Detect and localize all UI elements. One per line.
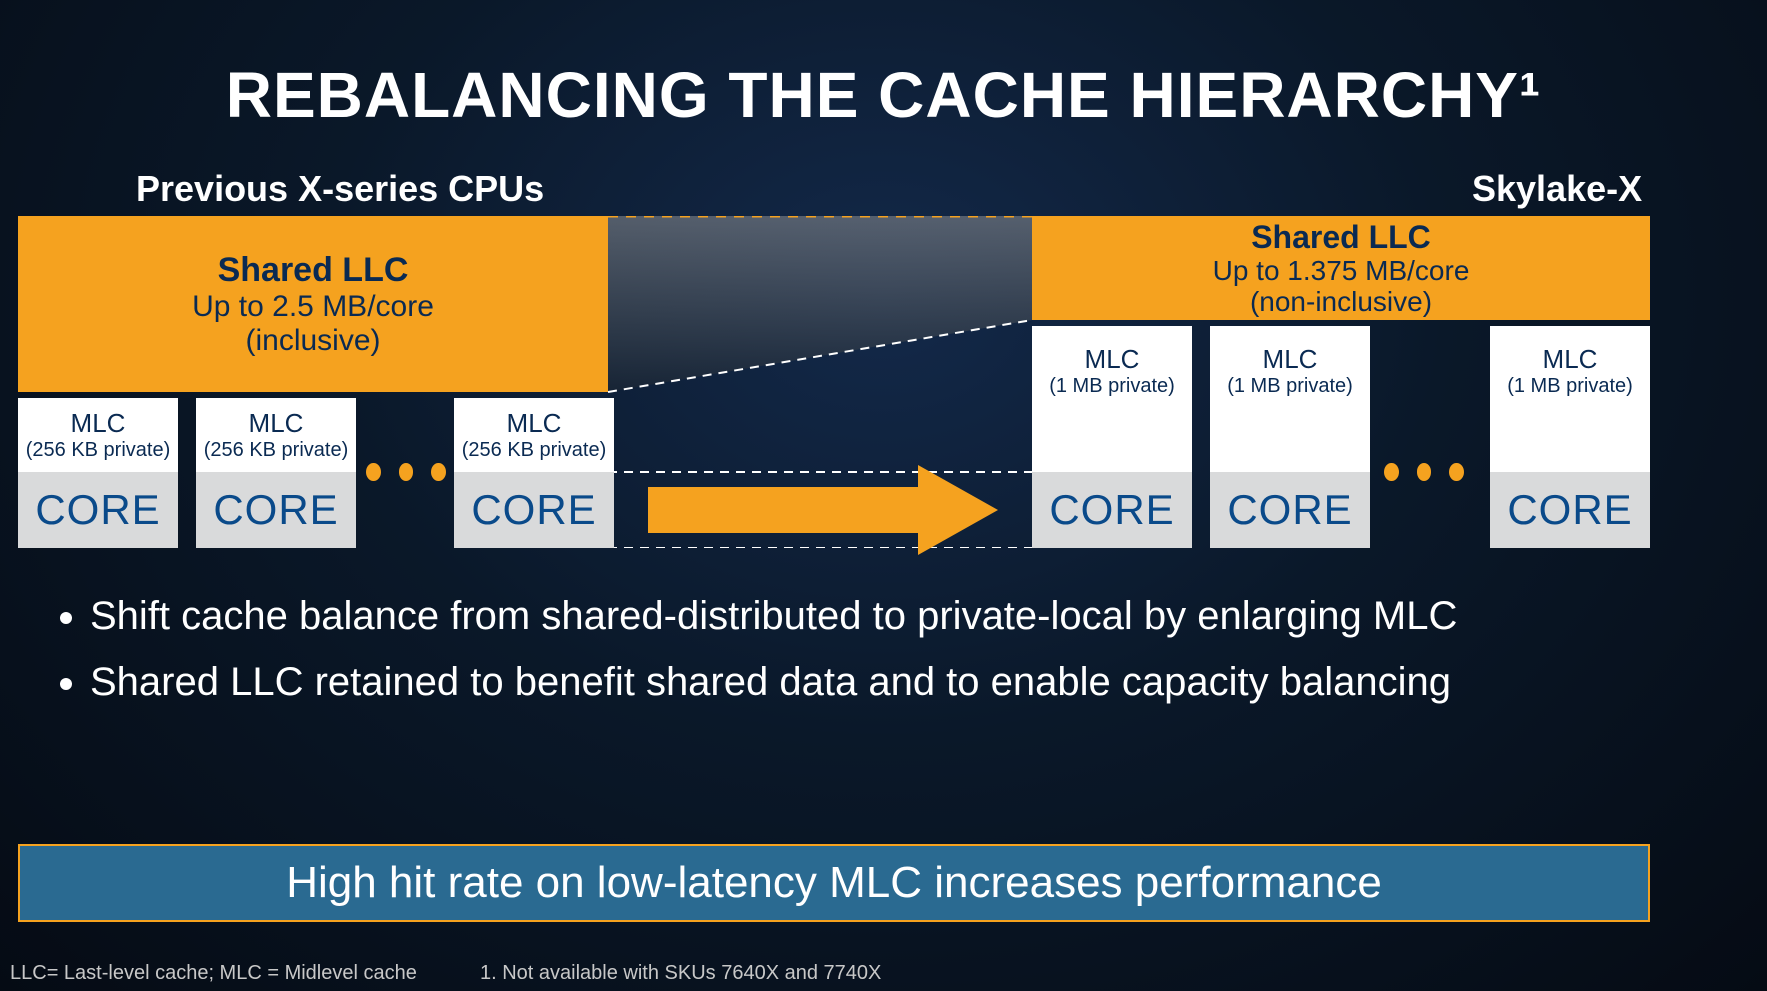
right-mlc-2: MLC (1 MB private)	[1210, 326, 1370, 472]
right-ellipsis-dots	[1384, 462, 1464, 482]
right-llc-line2: (non-inclusive)	[1250, 287, 1432, 318]
right-core-1-text: CORE	[1049, 486, 1174, 534]
dot-icon	[1384, 463, 1399, 481]
right-core-3-text: CORE	[1507, 486, 1632, 534]
dot-icon	[1449, 463, 1464, 481]
left-section-label: Previous X-series CPUs	[136, 168, 544, 210]
left-mlc-2-sub: (256 KB private)	[204, 439, 349, 462]
dot-icon	[431, 463, 446, 481]
right-core-3: CORE	[1490, 472, 1650, 548]
dot-icon	[366, 463, 381, 481]
right-mlc-2-sub: (1 MB private)	[1227, 375, 1353, 398]
callout-text: High hit rate on low-latency MLC increas…	[286, 858, 1382, 908]
dot-icon	[399, 463, 414, 481]
bullet-list: Shift cache balance from shared-distribu…	[80, 590, 1660, 722]
callout-box: High hit rate on low-latency MLC increas…	[18, 844, 1650, 922]
left-llc-title: Shared LLC	[218, 251, 409, 290]
left-core-1-text: CORE	[35, 486, 160, 534]
left-llc-line2: (inclusive)	[245, 324, 380, 358]
right-mlc-2-title: MLC	[1263, 344, 1318, 375]
left-core-2: CORE	[196, 472, 356, 548]
right-core-2-text: CORE	[1227, 486, 1352, 534]
right-mlc-3-title: MLC	[1543, 344, 1598, 375]
left-mlc-1: MLC (256 KB private)	[18, 398, 178, 472]
left-mlc-1-sub: (256 KB private)	[26, 439, 171, 462]
left-llc-box: Shared LLC Up to 2.5 MB/core (inclusive)	[18, 216, 608, 392]
right-mlc-1: MLC (1 MB private)	[1032, 326, 1192, 472]
left-core-3: CORE	[454, 472, 614, 548]
transition-arrow-icon	[648, 460, 998, 560]
left-llc-line1: Up to 2.5 MB/core	[192, 290, 434, 324]
right-mlc-3: MLC (1 MB private)	[1490, 326, 1650, 472]
left-core-3-text: CORE	[471, 486, 596, 534]
right-mlc-1-sub: (1 MB private)	[1049, 375, 1175, 398]
bullet-item-1: Shift cache balance from shared-distribu…	[90, 590, 1660, 642]
right-core-2: CORE	[1210, 472, 1370, 548]
left-mlc-3-sub: (256 KB private)	[462, 439, 607, 462]
right-core-1: CORE	[1032, 472, 1192, 548]
left-mlc-3: MLC (256 KB private)	[454, 398, 614, 472]
right-llc-line1: Up to 1.375 MB/core	[1213, 256, 1470, 287]
right-mlc-1-title: MLC	[1085, 344, 1140, 375]
left-ellipsis-dots	[366, 462, 446, 482]
footnote-right: 1. Not available with SKUs 7640X and 774…	[480, 962, 881, 985]
left-mlc-2: MLC (256 KB private)	[196, 398, 356, 472]
dot-icon	[1417, 463, 1432, 481]
right-mlc-3-sub: (1 MB private)	[1507, 375, 1633, 398]
right-llc-box: Shared LLC Up to 1.375 MB/core (non-incl…	[1032, 216, 1650, 320]
slide-title: REBALANCING THE CACHE HIERARCHY¹	[0, 58, 1767, 132]
right-section-label: Skylake-X	[1472, 168, 1642, 210]
left-core-1: CORE	[18, 472, 178, 548]
left-core-2-text: CORE	[213, 486, 338, 534]
right-llc-title: Shared LLC	[1251, 219, 1431, 256]
left-mlc-2-title: MLC	[249, 408, 304, 439]
left-mlc-1-title: MLC	[71, 408, 126, 439]
bullet-item-2: Shared LLC retained to benefit shared da…	[90, 656, 1660, 708]
footnote-left: LLC= Last-level cache; MLC = Midlevel ca…	[10, 962, 417, 985]
left-mlc-3-title: MLC	[507, 408, 562, 439]
